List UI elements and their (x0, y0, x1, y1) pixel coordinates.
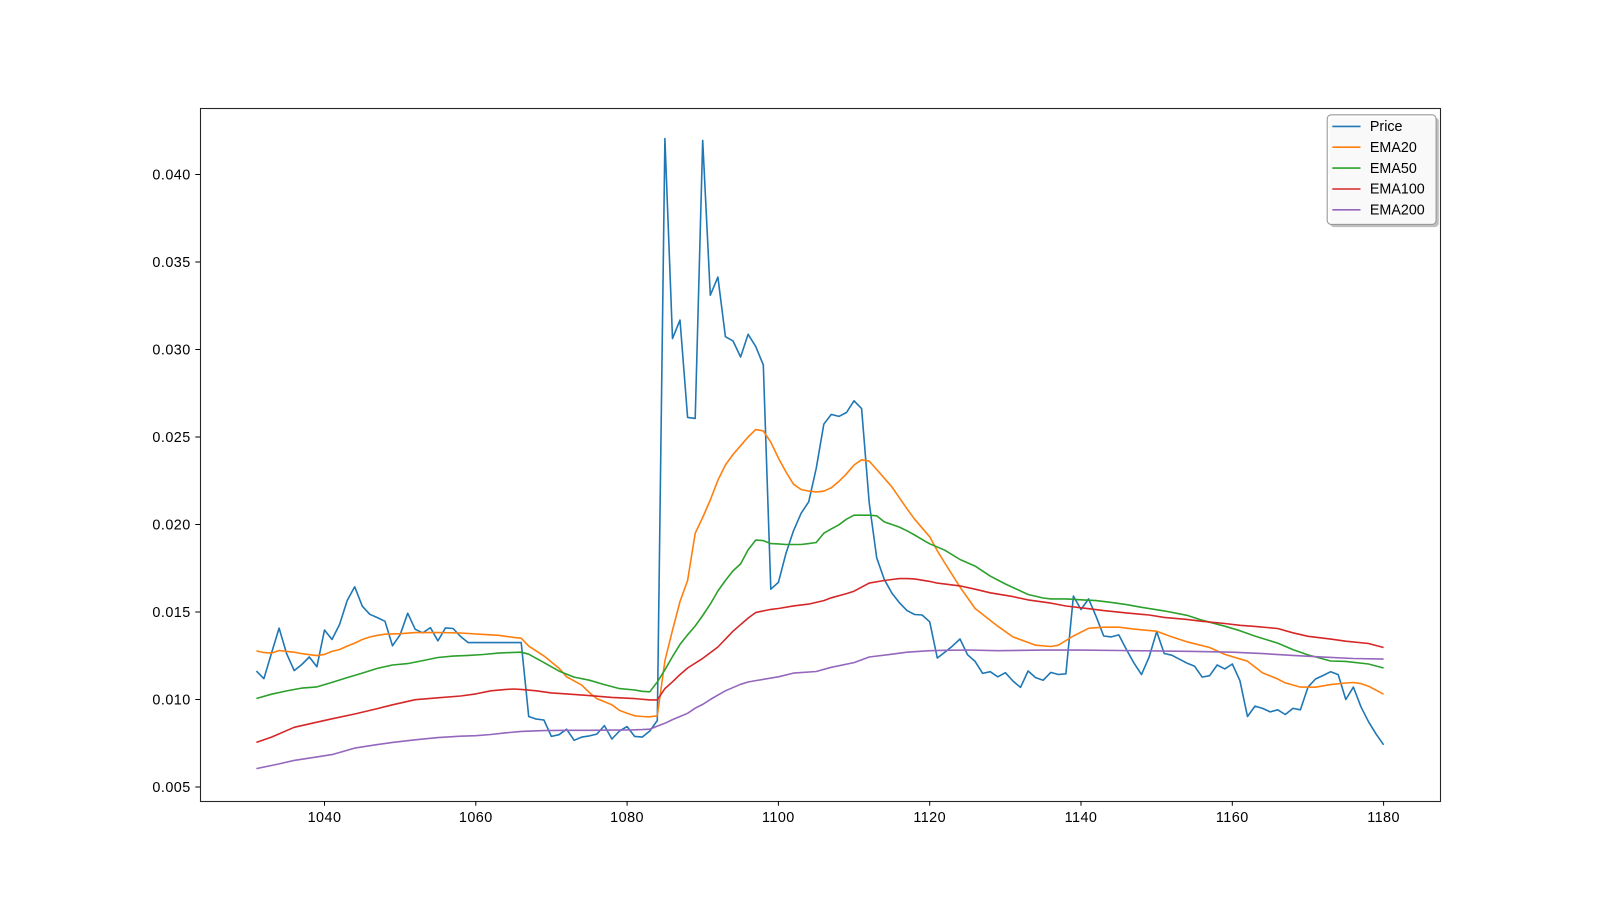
svg-text:0.010: 0.010 (152, 693, 190, 709)
svg-text:1080: 1080 (610, 810, 644, 826)
svg-text:0.035: 0.035 (152, 255, 190, 271)
svg-text:1120: 1120 (913, 810, 946, 826)
svg-text:0.025: 0.025 (152, 430, 190, 446)
svg-text:1180: 1180 (1367, 810, 1400, 826)
svg-text:EMA50: EMA50 (1370, 161, 1417, 177)
svg-text:0.020: 0.020 (152, 518, 190, 534)
svg-text:1060: 1060 (459, 810, 493, 826)
svg-text:0.015: 0.015 (152, 605, 190, 621)
svg-text:1100: 1100 (762, 810, 795, 826)
svg-text:EMA200: EMA200 (1370, 203, 1425, 219)
svg-text:1140: 1140 (1065, 810, 1098, 826)
svg-text:0.005: 0.005 (152, 780, 190, 796)
svg-text:0.030: 0.030 (152, 343, 190, 359)
svg-text:1160: 1160 (1216, 810, 1249, 826)
svg-text:EMA20: EMA20 (1370, 140, 1417, 156)
svg-text:Price: Price (1370, 119, 1403, 135)
svg-text:1040: 1040 (308, 810, 342, 826)
svg-text:0.040: 0.040 (152, 168, 190, 184)
svg-text:EMA100: EMA100 (1370, 182, 1425, 198)
